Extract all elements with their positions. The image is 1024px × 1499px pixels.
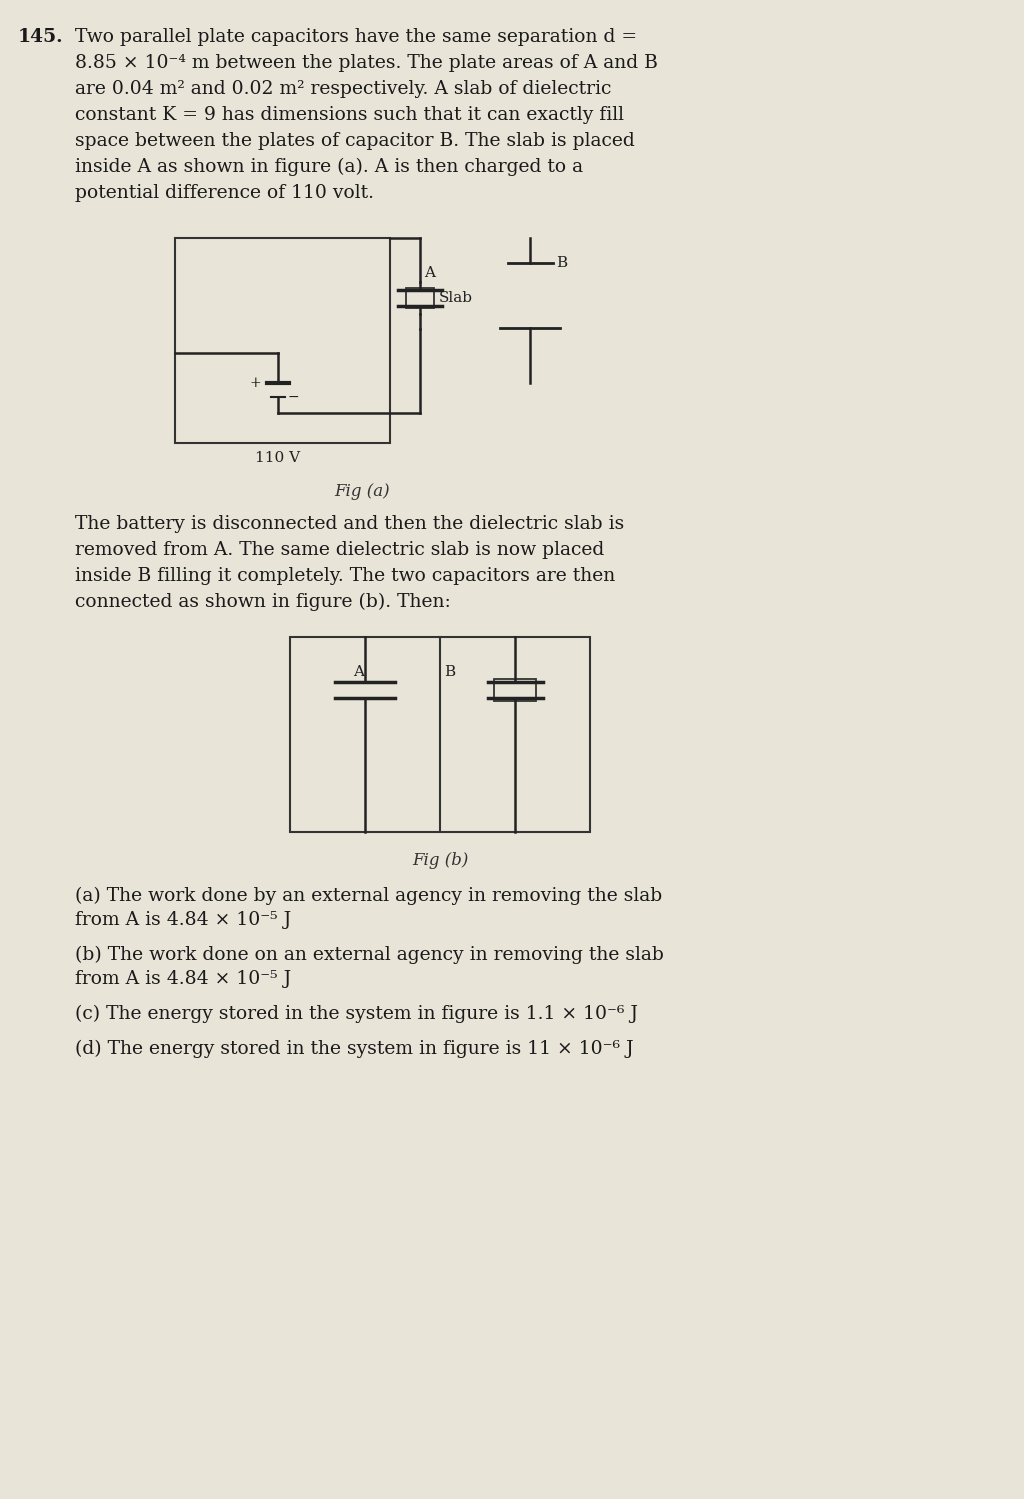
Text: B: B — [556, 256, 567, 270]
Text: −: − — [288, 390, 299, 405]
Text: removed from A. The same dielectric slab is now placed: removed from A. The same dielectric slab… — [75, 541, 604, 559]
Text: Fig (b): Fig (b) — [412, 851, 468, 869]
Text: inside B filling it completely. The two capacitors are then: inside B filling it completely. The two … — [75, 567, 615, 585]
Text: (d) The energy stored in the system in figure is 11 × 10⁻⁶ J: (d) The energy stored in the system in f… — [75, 1039, 634, 1058]
Text: from A is 4.84 × 10⁻⁵ J: from A is 4.84 × 10⁻⁵ J — [75, 911, 291, 929]
Text: from A is 4.84 × 10⁻⁵ J: from A is 4.84 × 10⁻⁵ J — [75, 970, 291, 988]
Text: connected as shown in figure (b). Then:: connected as shown in figure (b). Then: — [75, 594, 451, 612]
Text: +: + — [250, 376, 261, 390]
Text: 110 V: 110 V — [255, 451, 300, 465]
Text: constant K = 9 has dimensions such that it can exactly fill: constant K = 9 has dimensions such that … — [75, 106, 624, 124]
Text: are 0.04 m² and 0.02 m² respectively. A slab of dielectric: are 0.04 m² and 0.02 m² respectively. A … — [75, 79, 611, 97]
Text: A: A — [353, 666, 365, 679]
Bar — [290, 637, 590, 832]
Bar — [494, 679, 536, 702]
Text: A: A — [424, 265, 435, 280]
Bar — [175, 238, 390, 444]
Text: (c) The energy stored in the system in figure is 1.1 × 10⁻⁶ J: (c) The energy stored in the system in f… — [75, 1004, 638, 1022]
Text: 8.85 × 10⁻⁴ m between the plates. The plate areas of A and B: 8.85 × 10⁻⁴ m between the plates. The pl… — [75, 54, 657, 72]
Text: (a) The work done by an external agency in removing the slab: (a) The work done by an external agency … — [75, 887, 663, 905]
Text: (b) The work done on an external agency in removing the slab: (b) The work done on an external agency … — [75, 946, 664, 964]
Text: inside A as shown in figure (a). A is then charged to a: inside A as shown in figure (a). A is th… — [75, 157, 583, 177]
Bar — [406, 288, 434, 307]
Text: Two parallel plate capacitors have the same separation d =: Two parallel plate capacitors have the s… — [75, 28, 637, 46]
Text: 145.: 145. — [18, 28, 63, 46]
Text: The battery is disconnected and then the dielectric slab is: The battery is disconnected and then the… — [75, 516, 625, 534]
Text: Fig (a): Fig (a) — [335, 483, 390, 501]
Text: Slab: Slab — [439, 291, 473, 304]
Text: B: B — [444, 666, 455, 679]
Text: space between the plates of capacitor B. The slab is placed: space between the plates of capacitor B.… — [75, 132, 635, 150]
Text: potential difference of 110 volt.: potential difference of 110 volt. — [75, 184, 374, 202]
